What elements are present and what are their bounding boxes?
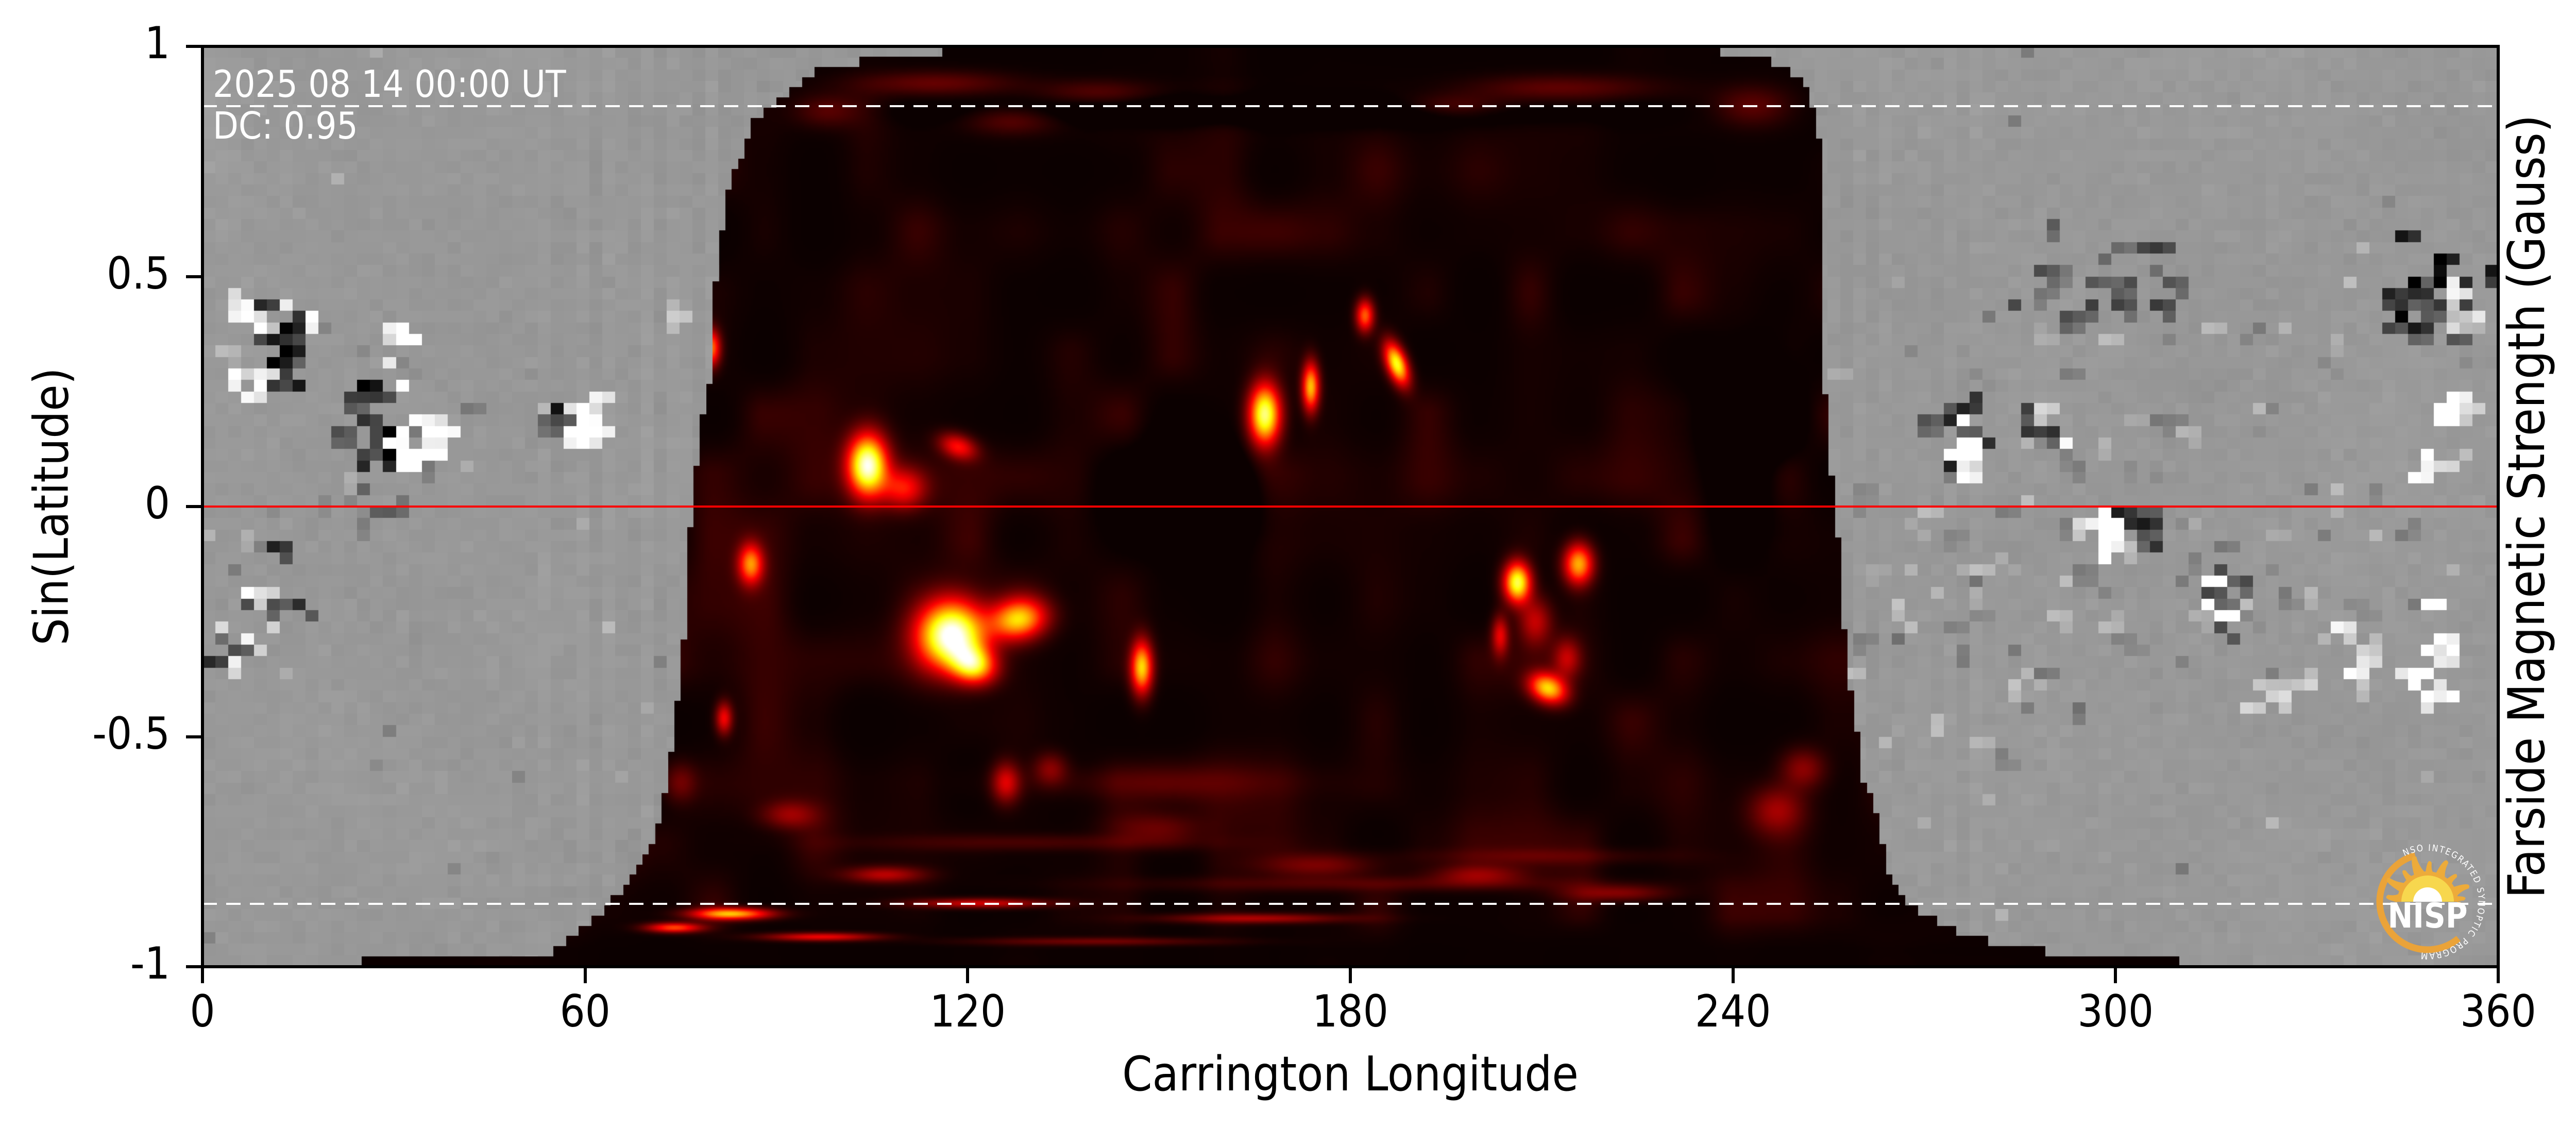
x-tick-label-360: 360 [2460,986,2536,1037]
nisp-logo: NSO INTEGRATED SYNOPTIC PROGRAM NISP [2376,843,2485,961]
y-tick-0 [186,505,202,508]
x-tick-label-0: 0 [190,986,215,1037]
x-tick-label-180: 180 [1312,986,1388,1037]
sun-icon [2386,856,2470,903]
x-tick-120 [966,967,970,983]
x-tick-label-60: 60 [560,986,611,1037]
y-tick-label-0: 0 [144,478,170,529]
y-tick-label-0.5: 0.5 [107,247,170,299]
x-tick-60 [583,967,587,983]
y-tick-label--0.5: -0.5 [92,708,170,760]
nisp-logo-text: NISP [2388,896,2468,936]
x-tick-300 [2114,967,2117,983]
farside-colorbar-label: Farside Magnetic Strength (Gauss) [2498,114,2556,899]
x-tick-0 [201,967,204,983]
x-tick-180 [1349,967,1352,983]
duty-cycle-annotation: DC: 0.95 [213,104,358,147]
x-axis-label: Carrington Longitude [1122,1046,1579,1102]
y-tick-1 [186,45,202,48]
date-annotation: 2025 08 14 00:00 UT [213,62,566,106]
y-tick-label--1: -1 [130,938,170,989]
nisp-logo-ring [2376,852,2461,953]
x-tick-label-240: 240 [1694,986,1771,1037]
y-tick-label-1: 1 [144,18,170,69]
x-tick-label-120: 120 [929,986,1006,1037]
x-tick-360 [2497,967,2500,983]
magnetogram-heatmap [202,46,2498,967]
y-tick--0.5 [186,735,202,738]
y-tick--1 [186,965,202,968]
x-tick-label-300: 300 [2077,986,2154,1037]
y-tick-0.5 [186,275,202,278]
x-tick-240 [1731,967,1735,983]
